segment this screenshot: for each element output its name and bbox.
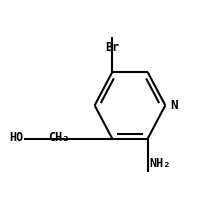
Text: Br: Br bbox=[105, 41, 119, 54]
Text: N: N bbox=[169, 99, 177, 112]
Text: HO: HO bbox=[9, 131, 23, 144]
Text: CH₂: CH₂ bbox=[48, 131, 69, 144]
Text: NH₂: NH₂ bbox=[149, 157, 170, 170]
